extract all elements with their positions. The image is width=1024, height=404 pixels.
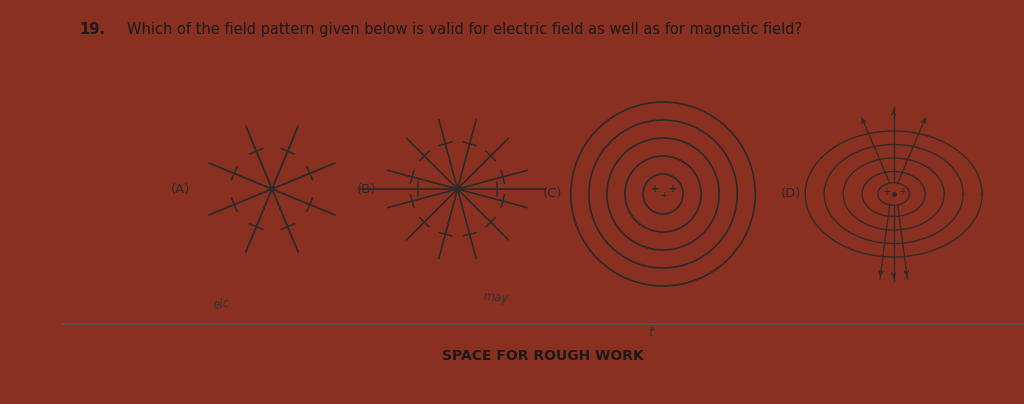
Text: +: + (669, 184, 677, 194)
Text: (D): (D) (781, 187, 802, 200)
Text: t: t (648, 326, 653, 339)
Text: +: + (651, 184, 659, 194)
Text: (A): (A) (170, 183, 189, 196)
Text: +: + (660, 191, 668, 200)
Text: (C): (C) (544, 187, 563, 200)
Text: +: + (882, 187, 890, 197)
Text: +: + (898, 187, 905, 197)
Text: Which of the field pattern given below is valid for electric field as well as fo: Which of the field pattern given below i… (127, 22, 802, 37)
Text: SPACE FOR ROUGH WORK: SPACE FOR ROUGH WORK (441, 349, 644, 363)
Text: may: may (482, 290, 509, 305)
Text: 19.: 19. (80, 22, 105, 37)
Text: elc: elc (212, 297, 230, 312)
Text: (B): (B) (357, 183, 376, 196)
